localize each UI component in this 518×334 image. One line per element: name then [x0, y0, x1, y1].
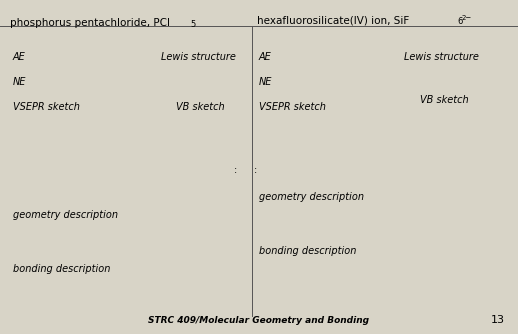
Text: NE: NE — [13, 77, 26, 87]
Text: bonding description: bonding description — [13, 264, 110, 274]
Text: :: : — [234, 165, 237, 175]
Text: AE: AE — [259, 52, 272, 62]
Text: 5: 5 — [191, 20, 196, 28]
Text: NE: NE — [259, 77, 272, 87]
Text: VSEPR sketch: VSEPR sketch — [259, 102, 326, 112]
Text: phosphorus pentachloride, PCl: phosphorus pentachloride, PCl — [10, 18, 170, 28]
Text: AE: AE — [13, 52, 26, 62]
Text: geometry description: geometry description — [259, 192, 364, 202]
Text: Lewis structure: Lewis structure — [404, 52, 479, 62]
Text: geometry description: geometry description — [13, 210, 118, 220]
Text: STRC 409/Molecular Geometry and Bonding: STRC 409/Molecular Geometry and Bonding — [149, 316, 369, 325]
Text: Lewis structure: Lewis structure — [161, 52, 236, 62]
Text: VB sketch: VB sketch — [176, 102, 225, 112]
Text: 13: 13 — [491, 315, 505, 325]
Text: bonding description: bonding description — [259, 245, 356, 256]
Text: :: : — [254, 165, 257, 175]
Text: hexafluorosilicate(IV) ion, SiF: hexafluorosilicate(IV) ion, SiF — [257, 15, 410, 25]
Text: VSEPR sketch: VSEPR sketch — [13, 102, 80, 112]
Text: 2−: 2− — [462, 15, 472, 21]
Text: 6: 6 — [457, 17, 462, 26]
Text: VB sketch: VB sketch — [420, 95, 468, 105]
